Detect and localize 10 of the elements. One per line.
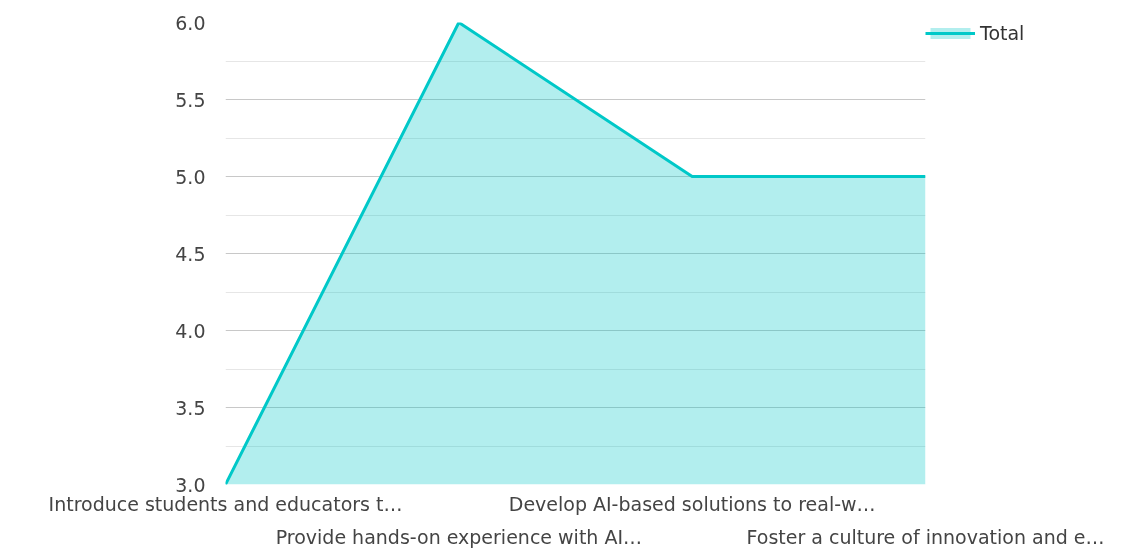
y-tick-label: 5.5	[175, 88, 206, 111]
legend-label: Total	[980, 22, 1025, 44]
y-tick-label: 3.5	[175, 396, 206, 419]
y-tick-label: 4.5	[175, 242, 206, 265]
x-tick-label: Develop AI-based solutions to real-w…	[508, 492, 876, 515]
x-tick-label: Provide hands-on experience with AI…	[275, 525, 643, 548]
y-tick-label: 6.0	[175, 11, 206, 34]
y-tick-label: 5.0	[175, 165, 206, 188]
x-tick-label: Foster a culture of innovation and e…	[746, 525, 1105, 548]
y-tick-label: 4.0	[175, 319, 206, 342]
